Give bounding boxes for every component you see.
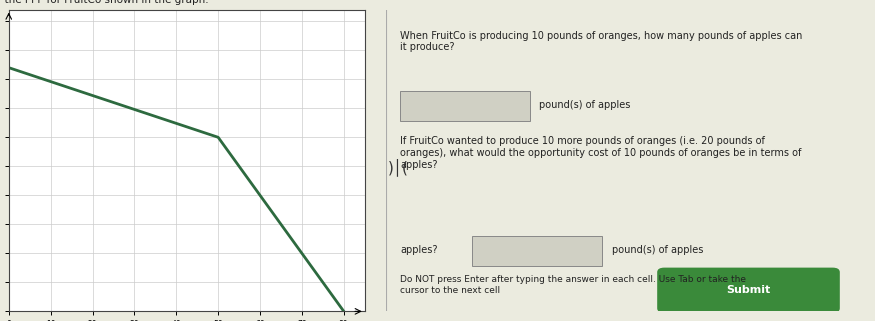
FancyBboxPatch shape <box>400 91 530 121</box>
Text: Submit: Submit <box>726 285 771 295</box>
Text: When FruitCo is producing 10 pounds of oranges, how many pounds of apples can
it: When FruitCo is producing 10 pounds of o… <box>400 31 802 52</box>
Text: )│(: )│( <box>388 158 409 176</box>
FancyBboxPatch shape <box>657 268 840 313</box>
Text: If FruitCo wanted to produce 10 more pounds of oranges (i.e. 20 pounds of
orange: If FruitCo wanted to produce 10 more pou… <box>400 136 802 169</box>
Text: Do NOT press Enter after typing the answer in each cell. Use Tab or take the
cur: Do NOT press Enter after typing the answ… <box>400 275 746 295</box>
Text: pound(s) of apples: pound(s) of apples <box>612 245 703 255</box>
Text: pound(s) of apples: pound(s) of apples <box>540 100 631 110</box>
Text: apples?: apples? <box>400 245 438 255</box>
FancyBboxPatch shape <box>473 236 602 266</box>
Text: Consider the PPF for FruitCo shown in the graph.: Consider the PPF for FruitCo shown in th… <box>0 0 209 5</box>
